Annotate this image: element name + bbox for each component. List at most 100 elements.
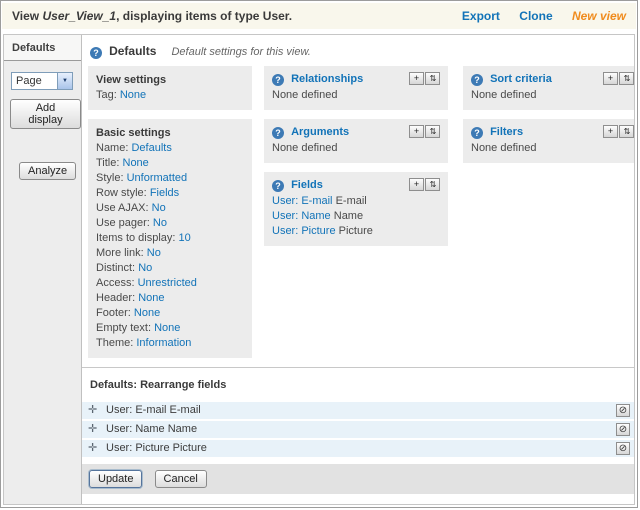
- help-icon[interactable]: ?: [471, 74, 483, 86]
- relationships-header: + ⇅ ? Relationships: [272, 72, 440, 87]
- setting-row: Use AJAX: No: [96, 201, 244, 216]
- remove-field-button[interactable]: ⊘: [616, 442, 630, 455]
- rearrange-arguments-button[interactable]: ⇅: [425, 125, 440, 138]
- rearrange-fields-button[interactable]: ⇅: [425, 178, 440, 191]
- drag-handle-icon[interactable]: ✛: [88, 423, 98, 435]
- help-icon[interactable]: ?: [90, 47, 102, 59]
- add-field-button[interactable]: +: [409, 178, 424, 191]
- basic-settings-box: Basic settings Name: Defaults Title: Non…: [88, 119, 252, 358]
- setting-row: Footer: None: [96, 306, 244, 321]
- setting-row: Distinct: No: [96, 261, 244, 276]
- setting-value-link[interactable]: Unformatted: [126, 172, 188, 184]
- setting-label: Footer:: [96, 307, 131, 319]
- setting-value-link[interactable]: No: [151, 202, 166, 214]
- add-sort-button[interactable]: +: [603, 72, 618, 85]
- title-suffix: , displaying items of type User.: [116, 9, 293, 23]
- rearrange-row[interactable]: ✛ User: E-mail E-mail ⊘: [82, 402, 634, 419]
- rearrange-row-label: User: Picture Picture: [106, 442, 207, 454]
- field-suffix: E-mail: [335, 195, 367, 207]
- field-link[interactable]: User: Name: [272, 210, 331, 222]
- setting-row: Name: Defaults: [96, 141, 244, 156]
- setting-value-link[interactable]: Defaults: [131, 142, 172, 154]
- setting-value-link[interactable]: None: [154, 322, 181, 334]
- rearrange-sorts-button[interactable]: ⇅: [619, 72, 634, 85]
- field-suffix: Name: [333, 210, 364, 222]
- field-link[interactable]: User: Picture: [272, 225, 336, 237]
- setting-value-link[interactable]: None: [122, 157, 149, 169]
- rearrange-row[interactable]: ✛ User: Picture Picture ⊘: [82, 440, 634, 457]
- settings-columns: View settings Tag: None Basic settings N…: [82, 66, 634, 367]
- help-icon[interactable]: ?: [272, 74, 284, 86]
- analyze-button[interactable]: Analyze: [19, 162, 77, 180]
- section-description: Default settings for this view.: [171, 46, 311, 58]
- topbar-links: Export Clone New view: [446, 9, 626, 23]
- title-prefix: View: [12, 9, 40, 23]
- remove-field-button[interactable]: ⊘: [616, 404, 630, 417]
- setting-row: Row style: Fields: [96, 186, 244, 201]
- setting-row: Tag: None: [96, 88, 244, 103]
- setting-value-link[interactable]: None: [119, 89, 147, 101]
- add-display-button[interactable]: Add display: [10, 99, 81, 129]
- setting-value-link[interactable]: 10: [178, 232, 191, 244]
- setting-row: More link: No: [96, 246, 244, 261]
- update-button[interactable]: Update: [89, 470, 143, 488]
- field-link[interactable]: User: E-mail: [272, 195, 333, 207]
- tab-defaults[interactable]: Defaults: [4, 35, 81, 61]
- fields-title-link[interactable]: Fields: [291, 179, 323, 191]
- setting-value-link[interactable]: No: [146, 247, 161, 259]
- setting-value-link[interactable]: Fields: [149, 187, 180, 199]
- field-row: User: E-mail E-mail: [272, 194, 440, 209]
- setting-label: Style:: [96, 172, 124, 184]
- section-title: Defaults: [109, 44, 157, 58]
- drag-handle-icon[interactable]: ✛: [88, 404, 98, 416]
- cancel-button[interactable]: Cancel: [154, 470, 207, 488]
- form-actions: Update Cancel: [82, 464, 634, 494]
- add-filter-button[interactable]: +: [603, 125, 618, 138]
- setting-label: Theme:: [96, 337, 134, 349]
- arguments-title-link[interactable]: Arguments: [291, 126, 350, 138]
- relationships-box: + ⇅ ? Relationships None defined: [264, 66, 448, 110]
- basic-settings-title: Basic settings: [96, 127, 171, 139]
- column-3: + ⇅ ? Sort criteria None defined + ⇅ ?: [463, 66, 634, 367]
- help-icon[interactable]: ?: [272, 127, 284, 139]
- content-header: ? Defaults Default settings for this vie…: [82, 35, 634, 66]
- setting-row: Title: None: [96, 156, 244, 171]
- filters-title-link[interactable]: Filters: [490, 126, 524, 138]
- add-argument-button[interactable]: +: [409, 125, 424, 138]
- setting-value-link[interactable]: None: [133, 307, 161, 319]
- arguments-ops: + ⇅: [409, 125, 440, 140]
- setting-label: Empty text:: [96, 322, 152, 334]
- setting-value-link[interactable]: No: [152, 217, 167, 229]
- clone-link[interactable]: Clone: [519, 9, 553, 23]
- relationships-title-link[interactable]: Relationships: [291, 73, 364, 85]
- topbar: View User_View_1, displaying items of ty…: [2, 3, 636, 29]
- rearrange-fields-panel: Defaults: Rearrange fields ✛ User: E-mai…: [82, 367, 634, 494]
- display-type-select[interactable]: Page ▼: [11, 72, 73, 90]
- remove-field-button[interactable]: ⊘: [616, 423, 630, 436]
- filters-ops: + ⇅: [603, 125, 634, 140]
- add-relationship-button[interactable]: +: [409, 72, 424, 85]
- setting-row: Empty text: None: [96, 321, 244, 336]
- help-icon[interactable]: ?: [272, 180, 284, 192]
- arguments-header: + ⇅ ? Arguments: [272, 125, 440, 140]
- column-2: + ⇅ ? Relationships None defined + ⇅ ?: [264, 66, 448, 367]
- setting-value-link[interactable]: No: [138, 262, 153, 274]
- sort-criteria-title-link[interactable]: Sort criteria: [490, 73, 552, 85]
- setting-value-link[interactable]: Unrestricted: [137, 277, 197, 289]
- setting-value-link[interactable]: Information: [136, 337, 192, 349]
- fields-box: + ⇅ ? Fields User: E-mail E-mail User: Na…: [264, 172, 448, 246]
- sort-criteria-ops: + ⇅: [603, 72, 634, 87]
- rearrange-filters-button[interactable]: ⇅: [619, 125, 634, 138]
- view-settings-title: View settings: [96, 74, 167, 86]
- new-view-link[interactable]: New view: [571, 9, 626, 23]
- setting-label: Header:: [96, 292, 136, 304]
- rearrange-relationships-button[interactable]: ⇅: [425, 72, 440, 85]
- views-edit-container: Defaults Page ▼ Add display Analyze ? De…: [3, 34, 635, 505]
- drag-handle-icon[interactable]: ✛: [88, 442, 98, 454]
- setting-label: More link:: [96, 247, 144, 259]
- help-icon[interactable]: ?: [471, 127, 483, 139]
- rearrange-row[interactable]: ✛ User: Name Name ⊘: [82, 421, 634, 438]
- setting-value-link[interactable]: None: [138, 292, 165, 304]
- chevron-down-icon: ▼: [57, 73, 72, 89]
- export-link[interactable]: Export: [461, 9, 500, 23]
